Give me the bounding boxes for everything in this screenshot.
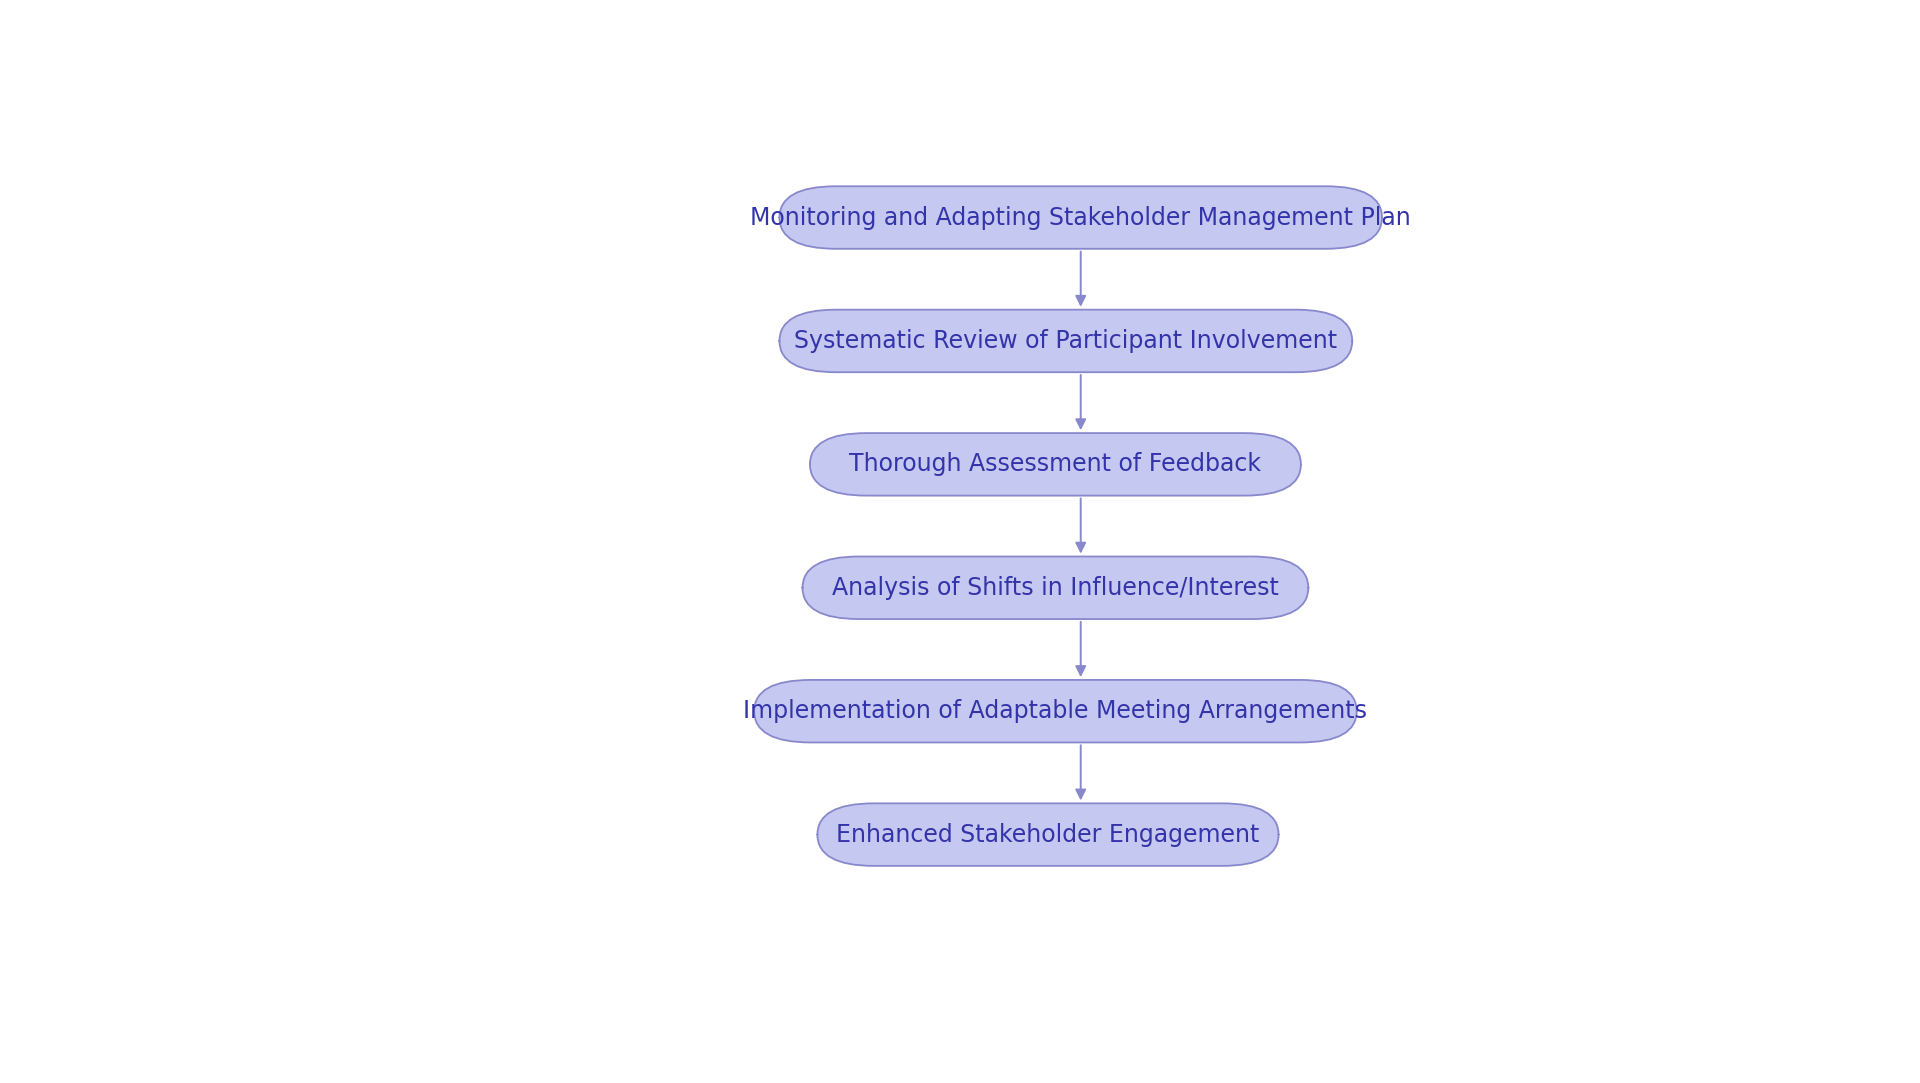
FancyBboxPatch shape: [780, 186, 1382, 249]
FancyBboxPatch shape: [780, 310, 1352, 373]
Text: Systematic Review of Participant Involvement: Systematic Review of Participant Involve…: [795, 329, 1338, 353]
FancyBboxPatch shape: [818, 804, 1279, 866]
Text: Monitoring and Adapting Stakeholder Management Plan: Monitoring and Adapting Stakeholder Mana…: [751, 206, 1411, 230]
FancyBboxPatch shape: [755, 680, 1357, 743]
Text: Analysis of Shifts in Influence/Interest: Analysis of Shifts in Influence/Interest: [831, 576, 1279, 600]
Text: Thorough Assessment of Feedback: Thorough Assessment of Feedback: [849, 453, 1261, 477]
FancyBboxPatch shape: [803, 557, 1308, 619]
Text: Implementation of Adaptable Meeting Arrangements: Implementation of Adaptable Meeting Arra…: [743, 700, 1367, 723]
FancyBboxPatch shape: [810, 433, 1302, 496]
Text: Enhanced Stakeholder Engagement: Enhanced Stakeholder Engagement: [837, 823, 1260, 847]
